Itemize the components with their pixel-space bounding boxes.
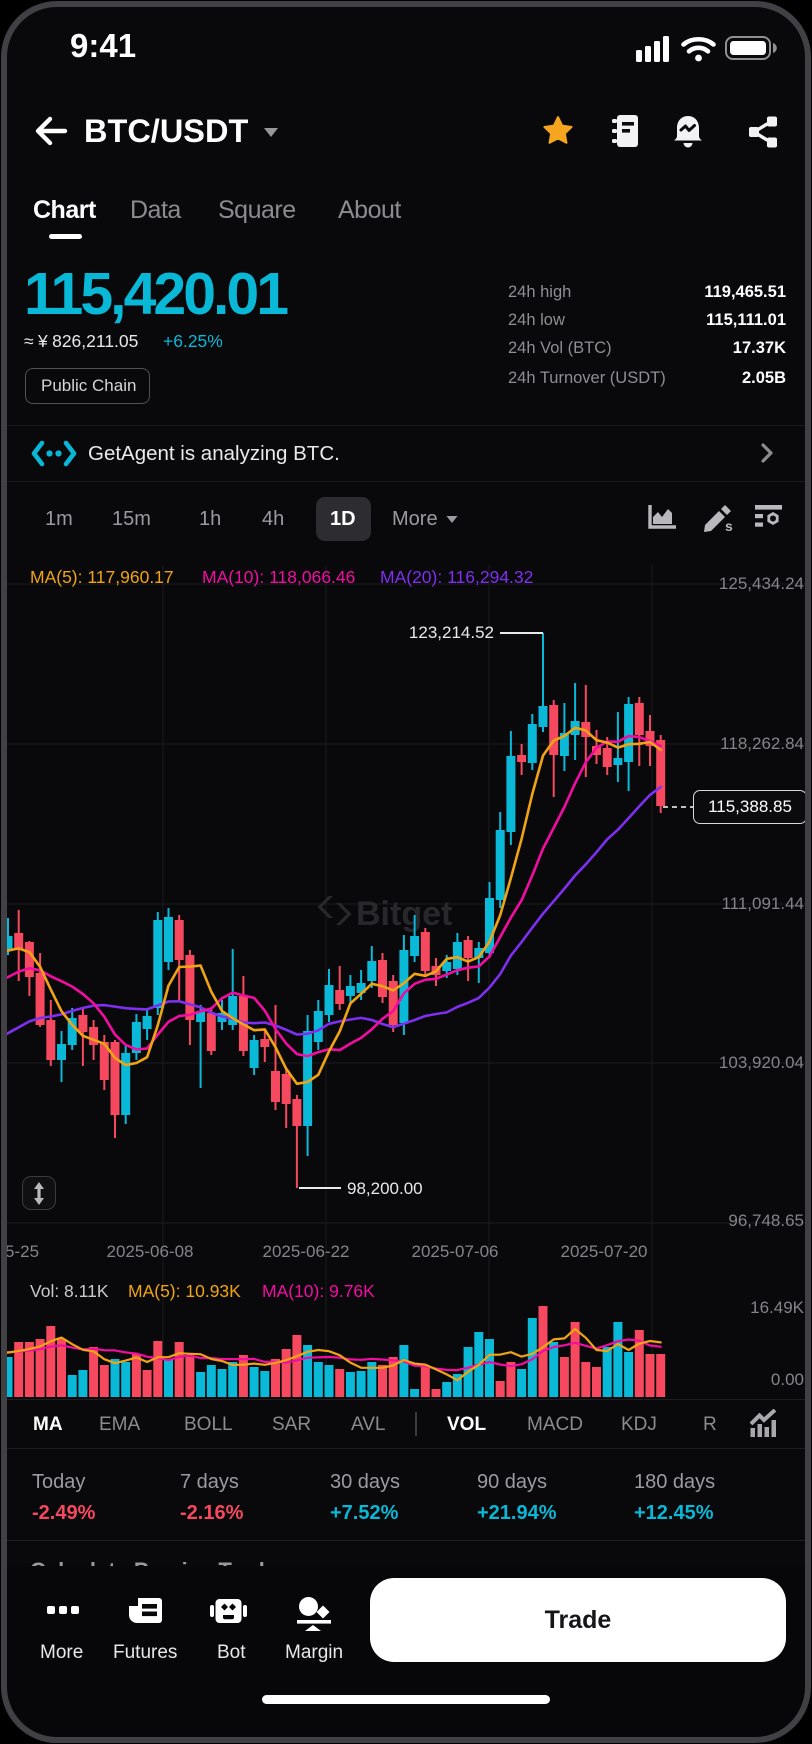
svg-text:Bitget: Bitget: [356, 895, 452, 933]
